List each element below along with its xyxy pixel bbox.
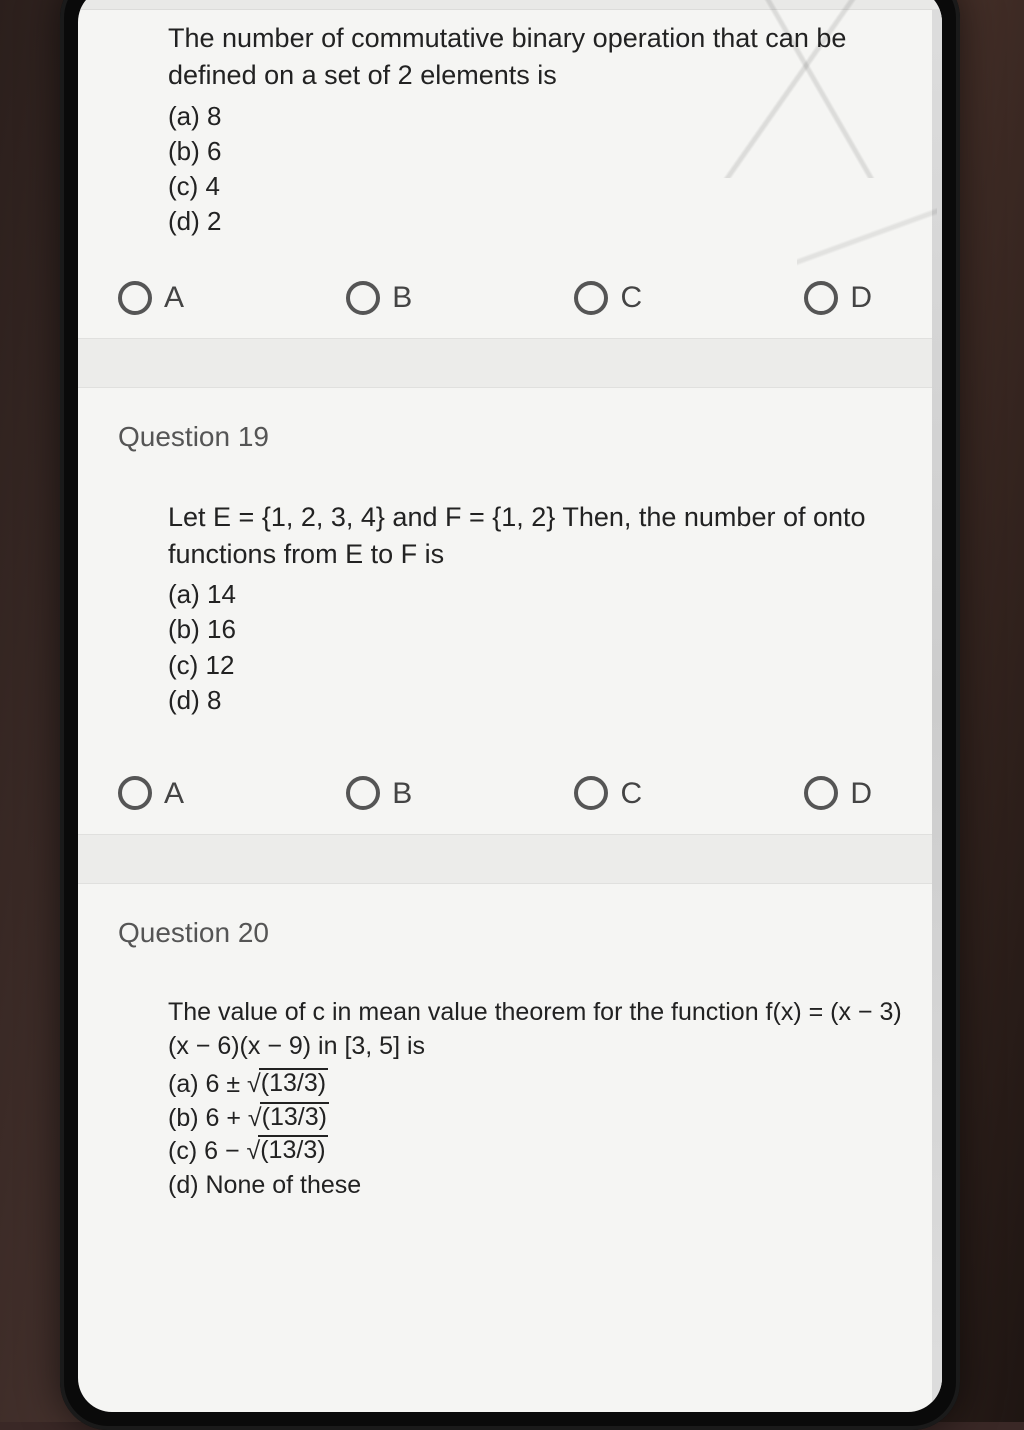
- radio-b[interactable]: B: [346, 277, 412, 318]
- option-a: (a) 8: [168, 99, 902, 134]
- section-divider: [78, 834, 942, 884]
- question-header: Question 19: [118, 418, 902, 457]
- radio-label: C: [620, 277, 642, 318]
- option-c: (c) 4: [168, 169, 902, 204]
- radio-a[interactable]: A: [118, 277, 184, 318]
- sqrt-argument: (13/3): [258, 1135, 327, 1165]
- scroll-edge: [932, 0, 942, 1412]
- option-b: (b) 6 + √(13/3): [168, 1102, 902, 1136]
- radio-c[interactable]: C: [574, 277, 642, 318]
- option-prefix: (b) 6 +: [168, 1104, 248, 1132]
- option-b: (b) 6: [168, 134, 902, 169]
- radio-label: B: [392, 773, 412, 814]
- radio-d[interactable]: D: [804, 773, 872, 814]
- radio-label: D: [850, 773, 872, 814]
- radio-label: C: [620, 773, 642, 814]
- radio-circle-icon: [574, 776, 608, 810]
- question-text: The number of commutative binary operati…: [168, 20, 902, 95]
- radio-circle-icon: [804, 281, 838, 315]
- partial-header-bar: [78, 0, 942, 10]
- question-options: (a) 8 (b) 6 (c) 4 (d) 2: [168, 99, 902, 239]
- radio-circle-icon: [346, 776, 380, 810]
- sqrt-argument: (13/3): [259, 1068, 328, 1098]
- question-text: The value of c in mean value theorem for…: [168, 995, 902, 1064]
- radio-c[interactable]: C: [574, 773, 642, 814]
- radio-label: B: [392, 277, 412, 318]
- option-c: (c) 12: [168, 648, 902, 683]
- option-c: (c) 6 − √(13/3): [168, 1135, 902, 1169]
- answer-radio-row: A B C D: [118, 277, 902, 318]
- sqrt-icon: √(13/3): [248, 1102, 329, 1136]
- radio-label: D: [850, 277, 872, 318]
- sqrt-icon: √(13/3): [247, 1068, 328, 1102]
- radio-a[interactable]: A: [118, 773, 184, 814]
- radio-circle-icon: [804, 776, 838, 810]
- option-d: (d) 2: [168, 204, 902, 239]
- section-divider: [78, 338, 942, 388]
- option-d: (d) None of these: [168, 1169, 902, 1203]
- option-prefix: (a) 6 ±: [168, 1070, 247, 1098]
- question-header: Question 20: [118, 914, 902, 953]
- option-d: (d) 8: [168, 683, 902, 718]
- sqrt-icon: √(13/3): [247, 1135, 328, 1169]
- radio-d[interactable]: D: [804, 277, 872, 318]
- option-b: (b) 16: [168, 612, 902, 647]
- phone-screen: The number of commutative binary operati…: [78, 0, 942, 1412]
- question-options: (a) 6 ± √(13/3) (b) 6 + √(13/3) (c) 6 − …: [168, 1068, 902, 1203]
- radio-label: A: [164, 277, 184, 318]
- radio-circle-icon: [346, 281, 380, 315]
- option-a: (a) 6 ± √(13/3): [168, 1068, 902, 1102]
- question-options: (a) 14 (b) 16 (c) 12 (d) 8: [168, 577, 902, 717]
- question-text: Let E = {1, 2, 3, 4} and F = {1, 2} Then…: [168, 499, 902, 574]
- radio-circle-icon: [118, 281, 152, 315]
- radio-b[interactable]: B: [346, 773, 412, 814]
- radio-label: A: [164, 773, 184, 814]
- answer-radio-row: A B C D: [118, 773, 902, 814]
- radio-circle-icon: [574, 281, 608, 315]
- option-a: (a) 14: [168, 577, 902, 612]
- radio-circle-icon: [118, 776, 152, 810]
- sqrt-argument: (13/3): [260, 1102, 329, 1132]
- option-prefix: (c) 6 −: [168, 1137, 247, 1165]
- quiz-content: The number of commutative binary operati…: [78, 0, 942, 1223]
- phone-frame: The number of commutative binary operati…: [60, 0, 960, 1430]
